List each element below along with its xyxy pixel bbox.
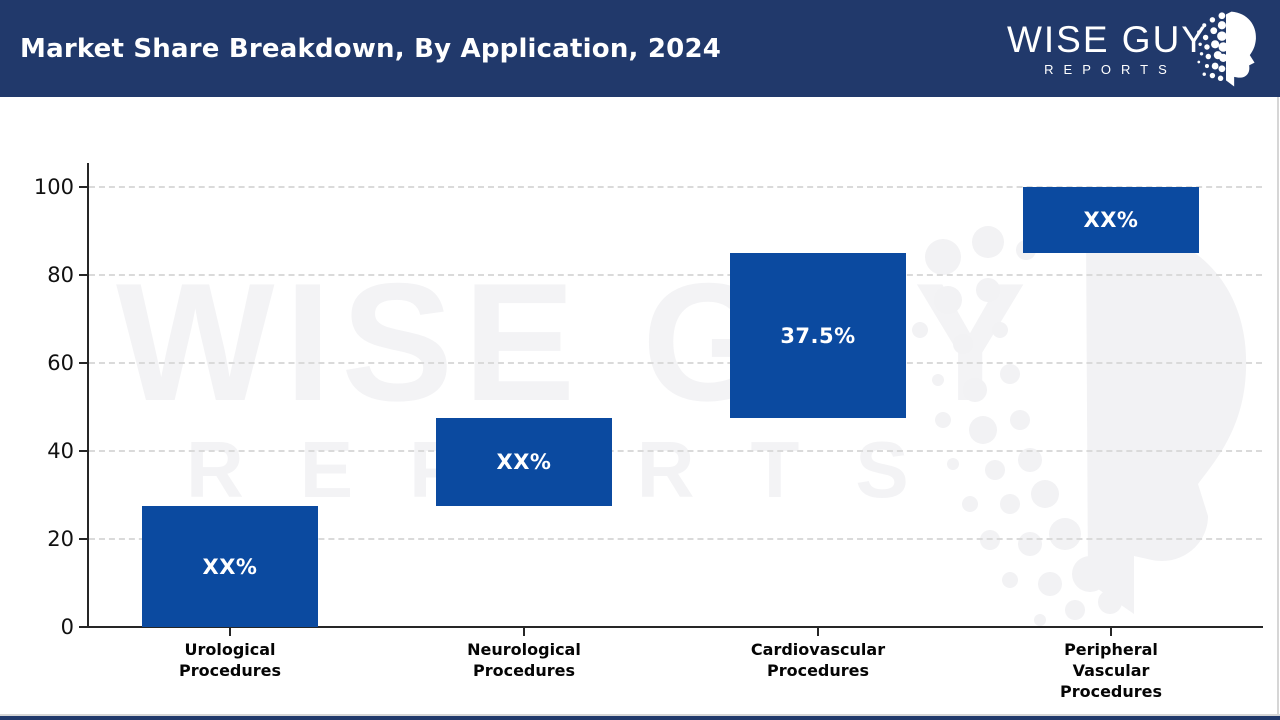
x-axis-line <box>87 626 1263 628</box>
bar-segment-1: XX% <box>142 506 318 627</box>
brand-subtitle: REPORTS <box>1044 61 1177 77</box>
y-tick-mark <box>79 186 87 188</box>
y-tick-mark <box>79 450 87 452</box>
frame-border-bottom <box>0 714 1280 716</box>
frame-border-right <box>1277 97 1279 715</box>
gridline-60 <box>89 362 1262 364</box>
x-axis-label: Peripheral Vascular Procedures <box>1059 640 1163 701</box>
y-tick-label: 60 <box>47 351 74 375</box>
x-tick-mark <box>1110 628 1112 636</box>
y-tick-label: 40 <box>47 439 74 463</box>
brand-logo-text: WISE GUY REPORTS <box>1007 21 1208 77</box>
brand-head-icon <box>1197 11 1256 86</box>
watermark-head-dots <box>912 226 1247 626</box>
x-tick-mark <box>817 628 819 636</box>
y-tick-label: 100 <box>33 175 74 199</box>
x-axis-label: Cardiovascular Procedures <box>750 640 886 680</box>
bar-value-label: 37.5% <box>780 323 856 348</box>
bar-segment-3: 37.5% <box>730 253 906 418</box>
gridline-20 <box>89 538 1262 540</box>
y-tick-label: 80 <box>47 263 74 287</box>
x-tick-mark <box>229 628 231 636</box>
y-tick-label: 20 <box>47 527 74 551</box>
y-tick-mark <box>79 538 87 540</box>
brand-logo: WISE GUY REPORTS <box>1007 7 1260 91</box>
y-tick-mark <box>79 626 87 628</box>
header-band: Market Share Breakdown, By Application, … <box>0 0 1280 97</box>
x-axis-label: Neurological Procedures <box>467 640 581 680</box>
bar-value-label: XX% <box>1083 208 1139 232</box>
y-tick-mark <box>79 274 87 276</box>
chart-title: Market Share Breakdown, By Application, … <box>20 33 722 64</box>
gridline-100 <box>89 186 1262 188</box>
gridline-40 <box>89 450 1262 452</box>
bar-segment-4: XX% <box>1023 187 1199 253</box>
brand-name: WISE GUY <box>1006 18 1208 60</box>
y-tick-label: 0 <box>60 615 74 639</box>
x-axis-label: Urological Procedures <box>178 640 282 680</box>
bar-value-label: XX% <box>202 554 258 579</box>
bar-value-label: XX% <box>496 450 552 474</box>
footer-bar <box>0 716 1280 720</box>
x-tick-mark <box>523 628 525 636</box>
y-axis-line <box>87 163 89 628</box>
gridline-80 <box>89 274 1262 276</box>
bar-segment-2: XX% <box>436 418 612 506</box>
y-tick-mark <box>79 362 87 364</box>
